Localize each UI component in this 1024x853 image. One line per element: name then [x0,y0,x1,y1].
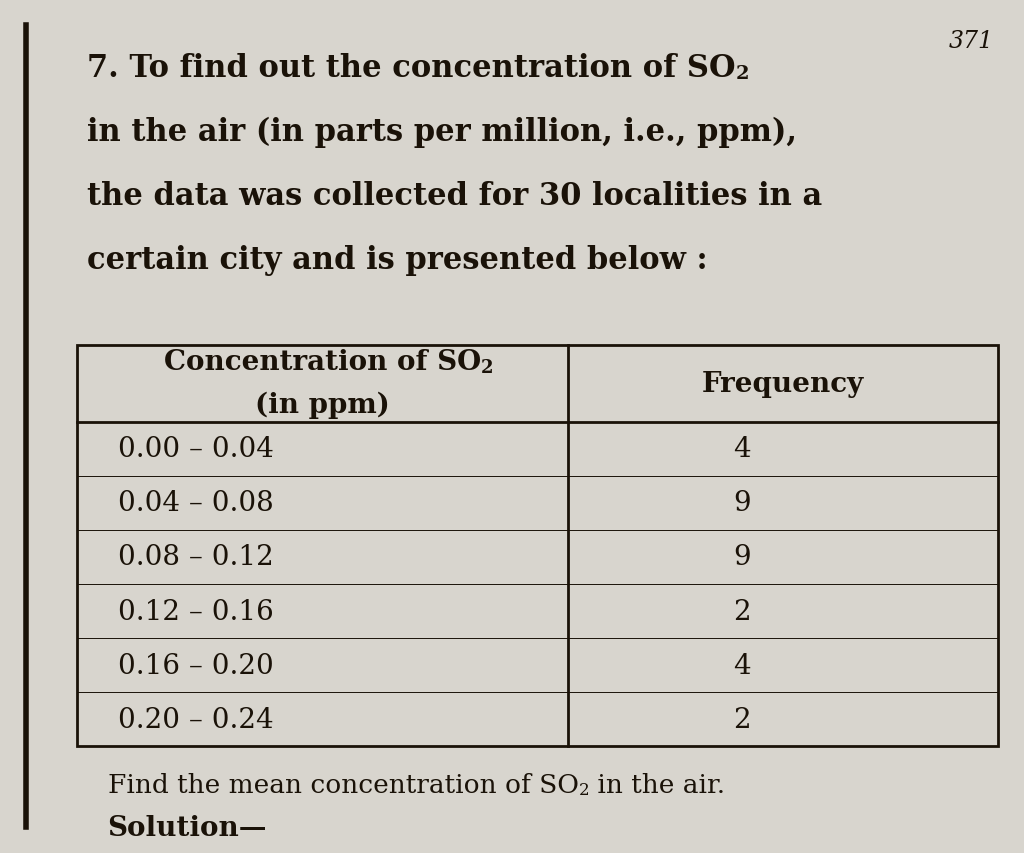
Text: 0.20 – 0.24: 0.20 – 0.24 [118,706,273,733]
Text: (in ppm): (in ppm) [255,392,390,419]
Text: 0.00 – 0.04: 0.00 – 0.04 [118,436,273,462]
Text: 0.12 – 0.16: 0.12 – 0.16 [118,598,273,624]
Text: Concentration of SO: Concentration of SO [164,349,481,376]
Text: 9: 9 [733,544,752,571]
Text: Solution—: Solution— [108,814,267,841]
Text: 0.08 – 0.12: 0.08 – 0.12 [118,544,273,571]
Text: 4: 4 [733,436,752,462]
Text: 7. To find out the concentration of SO: 7. To find out the concentration of SO [87,53,735,84]
Text: 2: 2 [733,598,752,624]
Text: in the air (in parts per million, i.e., ppm),: in the air (in parts per million, i.e., … [87,117,797,148]
Text: 0.04 – 0.08: 0.04 – 0.08 [118,490,273,517]
Text: Frequency: Frequency [702,370,864,397]
Text: the data was collected for 30 localities in a: the data was collected for 30 localities… [87,181,822,212]
Text: Find the mean concentration of SO: Find the mean concentration of SO [108,772,579,798]
Text: 371: 371 [948,30,993,53]
Text: in the air.: in the air. [589,772,725,798]
Text: 2: 2 [579,780,589,798]
Text: 9: 9 [733,490,752,517]
Text: 4: 4 [733,652,752,679]
Bar [77,345,998,746]
Text: certain city and is presented below :: certain city and is presented below : [87,245,708,276]
Text: 2: 2 [735,65,749,83]
Text: 0.16 – 0.20: 0.16 – 0.20 [118,652,273,679]
Text: 2: 2 [733,706,752,733]
Text: 2: 2 [481,358,494,376]
